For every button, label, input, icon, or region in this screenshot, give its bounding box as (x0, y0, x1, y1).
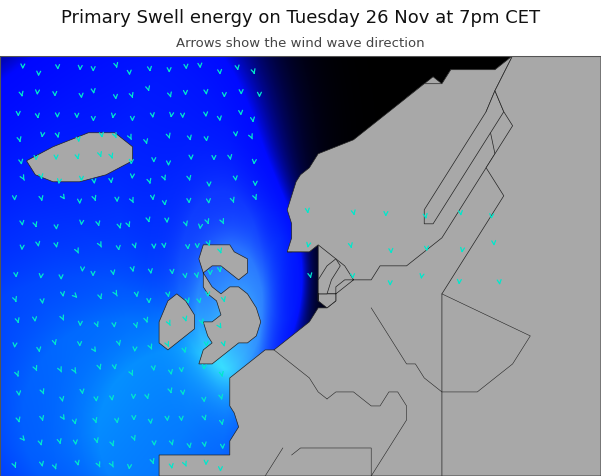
Polygon shape (159, 56, 601, 476)
Text: Arrows show the wind wave direction: Arrows show the wind wave direction (176, 37, 425, 50)
Text: Primary Swell energy on Tuesday 26 Nov at 7pm CET: Primary Swell energy on Tuesday 26 Nov a… (61, 9, 540, 27)
Polygon shape (26, 133, 133, 182)
Polygon shape (318, 259, 340, 301)
Polygon shape (442, 56, 601, 476)
Polygon shape (424, 91, 504, 224)
Polygon shape (199, 245, 261, 364)
Polygon shape (287, 56, 513, 308)
Polygon shape (159, 294, 195, 350)
